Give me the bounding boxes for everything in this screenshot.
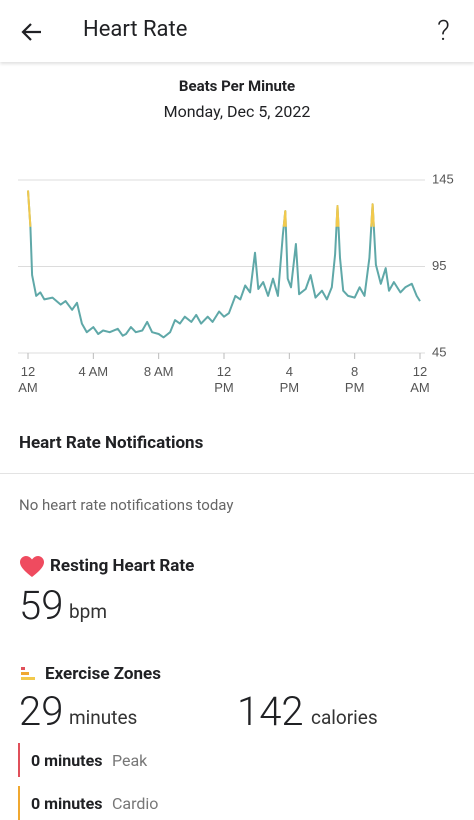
x-tick-label: 4 PM [279, 364, 300, 395]
chart-title: Beats Per Minute [178, 77, 296, 95]
heart-icon [20, 556, 44, 577]
x-tick-label: 12 AM [18, 364, 38, 395]
resting-value: 59 [19, 582, 64, 629]
section-title: Resting Heart Rate [50, 556, 195, 576]
help-button[interactable]: ? [437, 14, 450, 47]
x-tick-label: 12 AM [410, 364, 430, 395]
screen-title: Heart Rate [83, 17, 188, 42]
chart-subtitle: Monday, Dec 5, 2022 [163, 102, 311, 121]
zone-amount: 0 minutes [31, 751, 103, 770]
x-tick-label: 4 AM [78, 364, 109, 379]
y-tick-label: 95 [432, 258, 446, 273]
section-title: Heart Rate Notifications [19, 433, 204, 453]
x-tick-label: 12 PM [214, 364, 234, 395]
resting-unit: bpm [69, 600, 107, 623]
x-tick-label: 8 PM [344, 364, 365, 395]
zone-bar [18, 743, 20, 777]
zone-name: Cardio [112, 794, 159, 813]
x-tick-label: 8 AM [143, 364, 174, 379]
calories-unit: calories [311, 706, 378, 729]
zone-amount: 0 minutes [31, 794, 103, 813]
chart: 45 95 145 [18, 171, 454, 359]
y-tick-label: 45 [432, 344, 446, 359]
zone-bar [18, 786, 20, 820]
heart-rate-line [27, 190, 421, 339]
section-title: Exercise Zones [45, 664, 161, 684]
y-tick-label: 145 [432, 171, 454, 186]
notification-message: No heart rate notifications today [19, 496, 234, 514]
back-button[interactable] [20, 20, 44, 44]
minutes-unit: minutes [69, 706, 138, 729]
divider [0, 473, 474, 474]
calories-value: 142 [237, 688, 304, 735]
minutes-value: 29 [19, 688, 64, 735]
zones-icon [21, 667, 35, 680]
zone-name: Peak [112, 751, 148, 770]
